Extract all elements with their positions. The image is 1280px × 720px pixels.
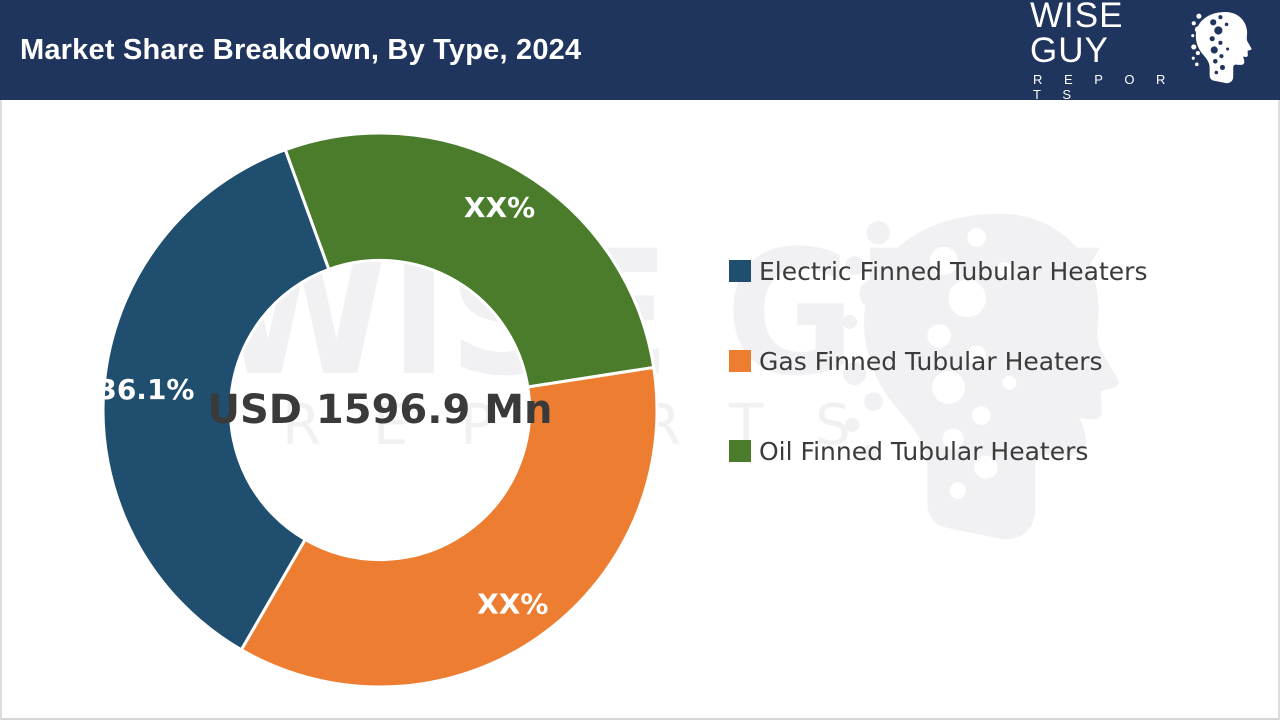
legend-label: Gas Finned Tubular Heaters — [759, 346, 1103, 376]
brand-face-icon — [1191, 12, 1252, 84]
watermark-face-icon — [843, 213, 1119, 540]
legend-swatch-gas — [729, 350, 751, 372]
segment-perc-label: 36.1% — [100, 373, 194, 406]
legend-item-oil: Oil Finned Tubular Heaters — [729, 436, 1148, 466]
page-title: Market Share Breakdown, By Type, 2024 — [20, 33, 582, 66]
chart-center-value: USD 1596.9 Mn — [207, 387, 553, 433]
donut-chart: XX% XX% 36.1% — [97, 130, 660, 690]
segment-perc-label: XX% — [464, 191, 535, 224]
legend-item-electric: Electric Finned Tubular Heaters — [729, 256, 1148, 286]
chart-legend: Electric Finned Tubular Heaters Gas Finn… — [729, 256, 1148, 530]
donut-segment — [239, 365, 659, 689]
legend-label: Oil Finned Tubular Heaters — [759, 436, 1089, 466]
legend-swatch-oil — [729, 440, 751, 462]
brand-subname: R E P O R T S — [1033, 72, 1175, 102]
legend-item-gas: Gas Finned Tubular Heaters — [729, 346, 1148, 376]
legend-swatch-electric — [729, 260, 751, 282]
donut-segment — [101, 148, 331, 652]
brand-name: WISE GUY — [1030, 0, 1124, 70]
brand-logo-text: WISE GUY R E P O R T S — [1030, 0, 1192, 102]
donut-svg: XX% XX% 36.1% — [97, 131, 659, 689]
brand-logo: WISE GUY R E P O R T S — [1030, 0, 1268, 102]
donut-segment — [283, 131, 656, 389]
legend-label: Electric Finned Tubular Heaters — [759, 256, 1148, 286]
segment-perc-label: XX% — [477, 587, 548, 620]
header-bar: Market Share Breakdown, By Type, 2024 WI… — [0, 0, 1280, 102]
